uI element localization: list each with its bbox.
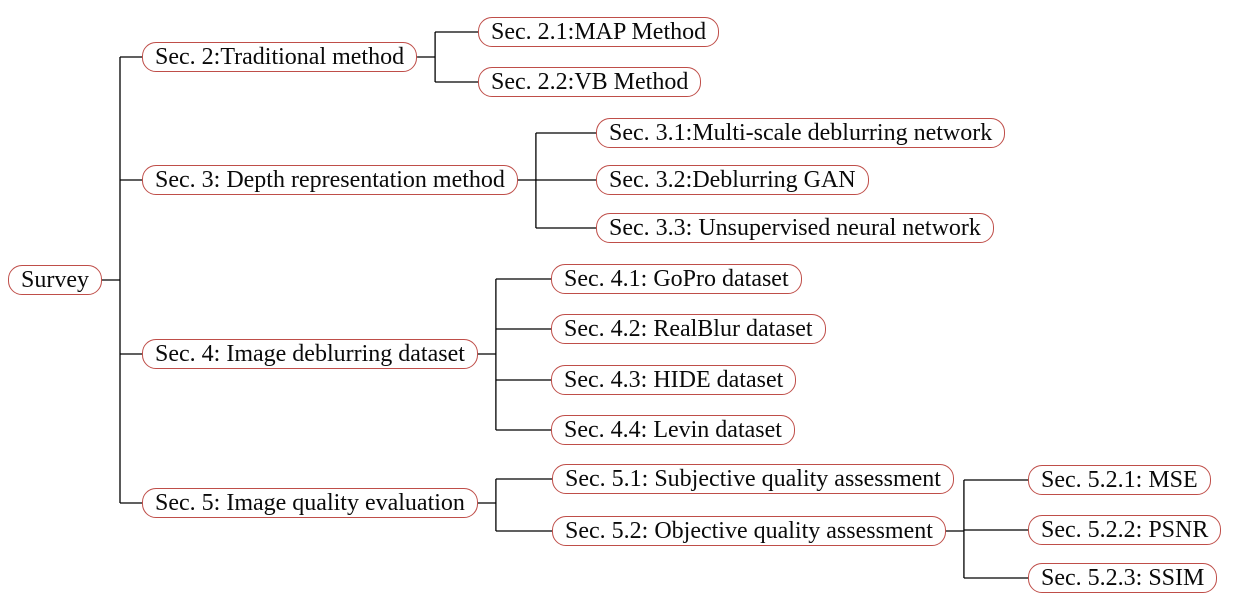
node-sec-5-2-1: Sec. 5.2.1: MSE xyxy=(1028,465,1211,495)
node-sec-5-2-3: Sec. 5.2.3: SSIM xyxy=(1028,563,1218,593)
node-sec-2: Sec. 2:Traditional method xyxy=(142,42,418,72)
node-sec-4-2: Sec. 4.2: RealBlur dataset xyxy=(551,314,826,344)
node-sec-5: Sec. 5: Image quality evaluation xyxy=(142,488,478,518)
node-sec-3-1: Sec. 3.1:Multi-scale deblurring network xyxy=(596,118,1006,148)
node-sec-3: Sec. 3: Depth representation method xyxy=(142,165,518,195)
node-sec-5-2-2: Sec. 5.2.2: PSNR xyxy=(1028,515,1222,545)
node-survey: Survey xyxy=(8,265,102,295)
node-sec-5-2: Sec. 5.2: Objective quality assessment xyxy=(552,516,946,546)
node-sec-4: Sec. 4: Image deblurring dataset xyxy=(142,339,478,369)
node-sec-3-2: Sec. 3.2:Deblurring GAN xyxy=(596,165,869,195)
node-sec-2-1: Sec. 2.1:MAP Method xyxy=(478,17,720,47)
node-sec-4-4: Sec. 4.4: Levin dataset xyxy=(551,415,795,445)
node-sec-3-3: Sec. 3.3: Unsupervised neural network xyxy=(596,213,994,243)
node-sec-4-3: Sec. 4.3: HIDE dataset xyxy=(551,365,797,395)
node-sec-2-2: Sec. 2.2:VB Method xyxy=(478,67,702,97)
node-sec-5-1: Sec. 5.1: Subjective quality assessment xyxy=(552,464,954,494)
node-sec-4-1: Sec. 4.1: GoPro dataset xyxy=(551,264,802,294)
